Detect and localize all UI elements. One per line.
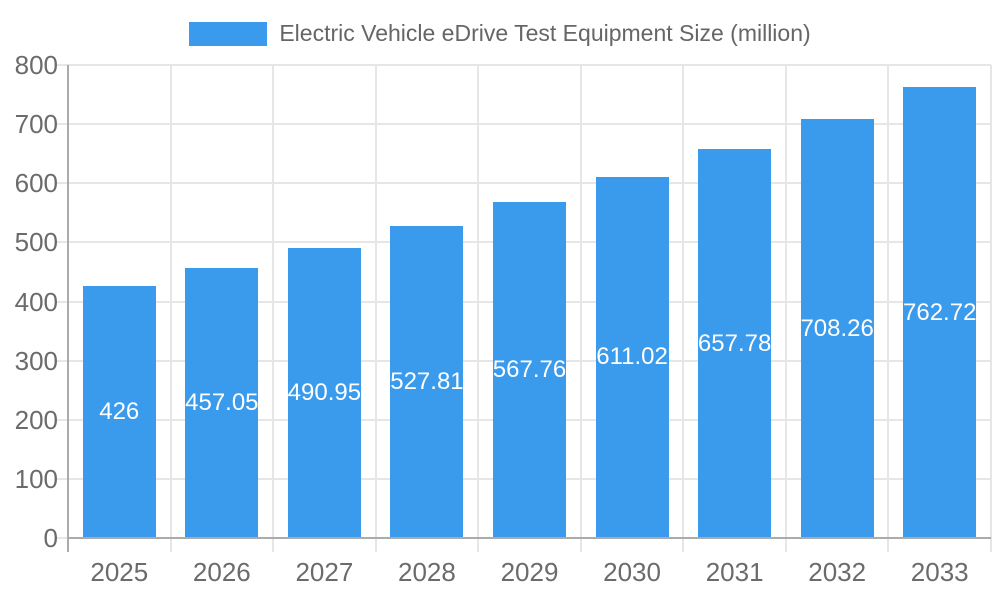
x-axis-tick [67, 538, 69, 552]
bar[interactable] [287, 247, 361, 538]
bar[interactable] [903, 87, 977, 538]
x-axis-tick-label: 2028 [398, 557, 456, 587]
x-axis-line [67, 537, 991, 539]
y-axis-tick [56, 123, 68, 126]
y-axis-tick-label: 400 [14, 286, 58, 317]
gridline-horizontal [68, 182, 991, 185]
bar[interactable] [698, 149, 772, 538]
x-axis-tick-label: 2030 [603, 557, 661, 587]
gridline-horizontal [68, 64, 991, 66]
x-axis-tick [374, 538, 377, 552]
x-axis-tick-label: 2025 [90, 557, 149, 587]
y-axis-tick [56, 64, 68, 66]
y-axis-line [67, 65, 69, 538]
bar[interactable] [800, 119, 874, 538]
bar[interactable] [595, 176, 669, 538]
x-axis-tick [784, 538, 787, 552]
x-axis-tick-label: 2032 [808, 557, 867, 587]
y-axis-tick-label: 300 [14, 345, 58, 376]
y-axis-tick [56, 241, 68, 244]
y-axis-tick-label: 100 [14, 463, 58, 494]
y-axis-tick-label: 0 [43, 523, 58, 553]
gridline-vertical [887, 65, 890, 538]
gridline-vertical [374, 65, 377, 538]
x-axis-tick [169, 538, 172, 552]
y-axis-tick [56, 300, 68, 303]
x-axis-tick [579, 538, 582, 552]
gridline-vertical [477, 65, 480, 538]
gridline-vertical [682, 65, 685, 538]
x-axis-tick [887, 538, 890, 552]
x-axis-tick [272, 538, 275, 552]
x-axis-tick-label: 2033 [910, 557, 969, 587]
chart-legend[interactable]: Electric Vehicle eDrive Test Equipment S… [0, 20, 1000, 47]
plot-area: 0 100 200 300 400 500 600 700 800 426 457.05 490.95… [15, 51, 992, 586]
y-axis-tick [56, 418, 68, 421]
x-axis-tick [990, 538, 992, 552]
x-axis-tick [477, 538, 480, 552]
legend-swatch-icon [189, 21, 268, 46]
gridline-vertical [784, 65, 787, 538]
y-axis-tick-label: 500 [14, 227, 58, 258]
legend-label: Electric Vehicle eDrive Test Equipment S… [279, 20, 811, 46]
x-axis-tick-label: 2029 [500, 557, 559, 587]
bar[interactable] [390, 225, 464, 538]
y-axis-tick [56, 537, 68, 539]
x-axis-tick-label: 2027 [295, 557, 354, 587]
gridline-vertical [272, 65, 275, 538]
x-axis-tick-label: 2031 [705, 557, 764, 587]
y-axis-tick-label: 600 [14, 168, 58, 199]
bar[interactable] [82, 286, 156, 538]
y-axis-tick-label: 700 [14, 109, 58, 140]
gridline-vertical [169, 65, 172, 538]
y-axis-tick-label: 800 [14, 50, 58, 80]
gridline-horizontal [68, 123, 991, 126]
gridline-vertical [579, 65, 582, 538]
y-axis-tick [56, 359, 68, 362]
x-axis-tick [682, 538, 685, 552]
y-axis-tick-label: 200 [14, 404, 58, 435]
bar[interactable] [185, 267, 259, 538]
x-axis-tick-label: 2026 [192, 557, 251, 587]
bar[interactable] [493, 202, 566, 538]
gridline-vertical [990, 65, 992, 538]
y-axis-tick [56, 182, 68, 185]
y-axis-tick [56, 477, 68, 480]
